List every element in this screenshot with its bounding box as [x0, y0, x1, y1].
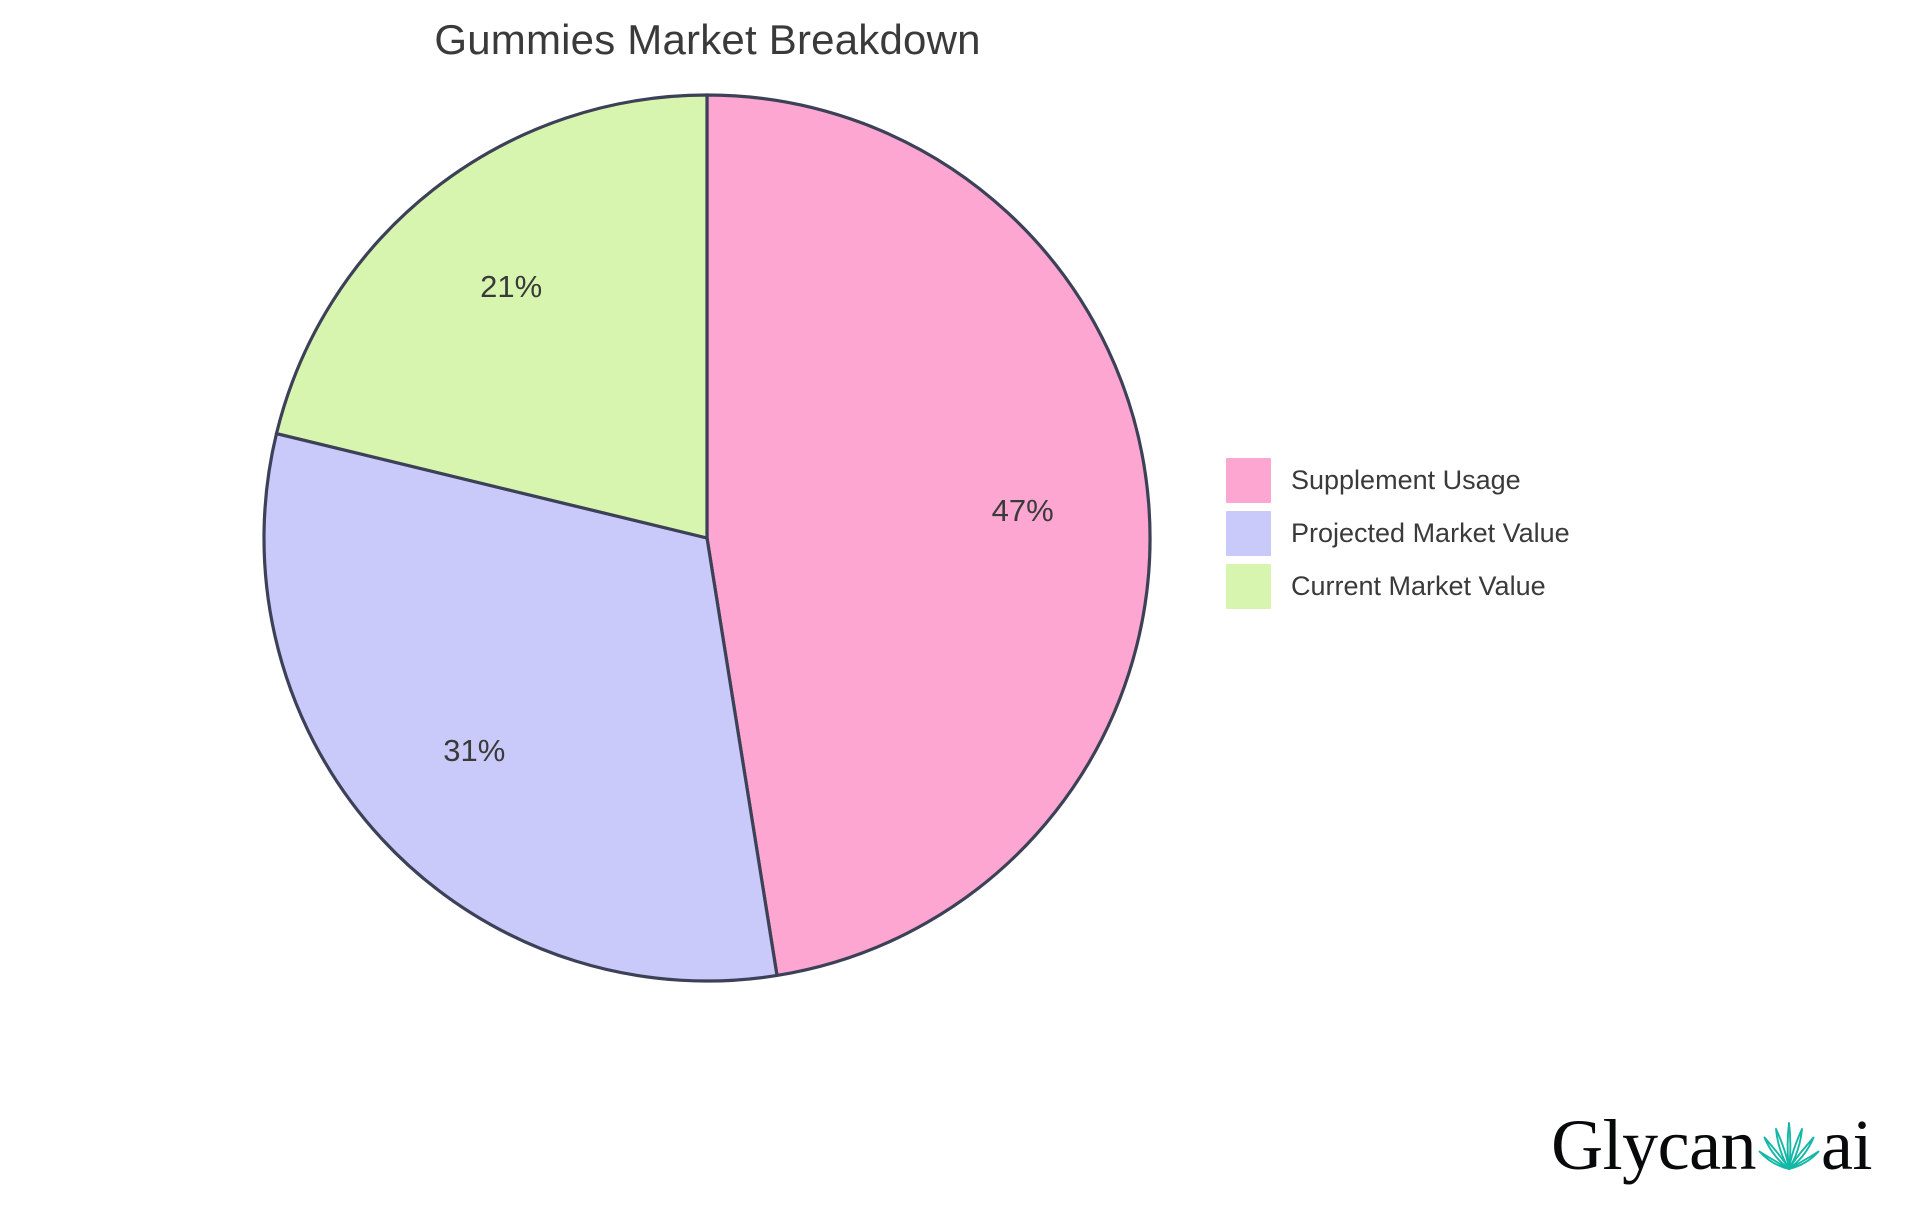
glycan-ai-logo: Glycan ai — [1551, 1109, 1872, 1187]
pie-plot-area: 47% 31% 21% — [262, 93, 1152, 983]
chart-title: Gummies Market Breakdown — [434, 16, 981, 63]
legend-color-swatch — [1226, 458, 1271, 503]
legend-item-label: Current Market Value — [1291, 571, 1546, 601]
legend-color-swatch — [1226, 511, 1271, 556]
agave-plant-icon — [1758, 1122, 1820, 1170]
legend-item-label: Supplement Usage — [1291, 465, 1521, 495]
pie-svg: 47% 31% 21% — [262, 93, 1152, 983]
chart-legend: Supplement Usage Projected Market Value Cu… — [1226, 458, 1570, 609]
pie-slice-group — [262, 93, 1152, 983]
legend-item-label: Projected Market Value — [1291, 518, 1570, 548]
pie-slice-value-label: 31% — [443, 733, 505, 768]
pie-slice-label-group: 47% 31% 21% — [443, 269, 1053, 768]
logo-text-glycan: Glycan — [1551, 1105, 1757, 1185]
pie-slice[interactable] — [262, 431, 779, 983]
legend-color-swatch — [1226, 564, 1271, 609]
legend-item[interactable]: Projected Market Value — [1226, 511, 1570, 556]
pie-slice[interactable] — [274, 93, 709, 540]
pie-slice[interactable] — [705, 93, 1152, 978]
pie-slice-value-label: 21% — [480, 269, 542, 304]
legend-item[interactable]: Current Market Value — [1226, 564, 1570, 609]
logo-text-ai: ai — [1821, 1105, 1872, 1185]
legend-item[interactable]: Supplement Usage — [1226, 458, 1570, 503]
pie-slice-value-label: 47% — [992, 493, 1054, 528]
